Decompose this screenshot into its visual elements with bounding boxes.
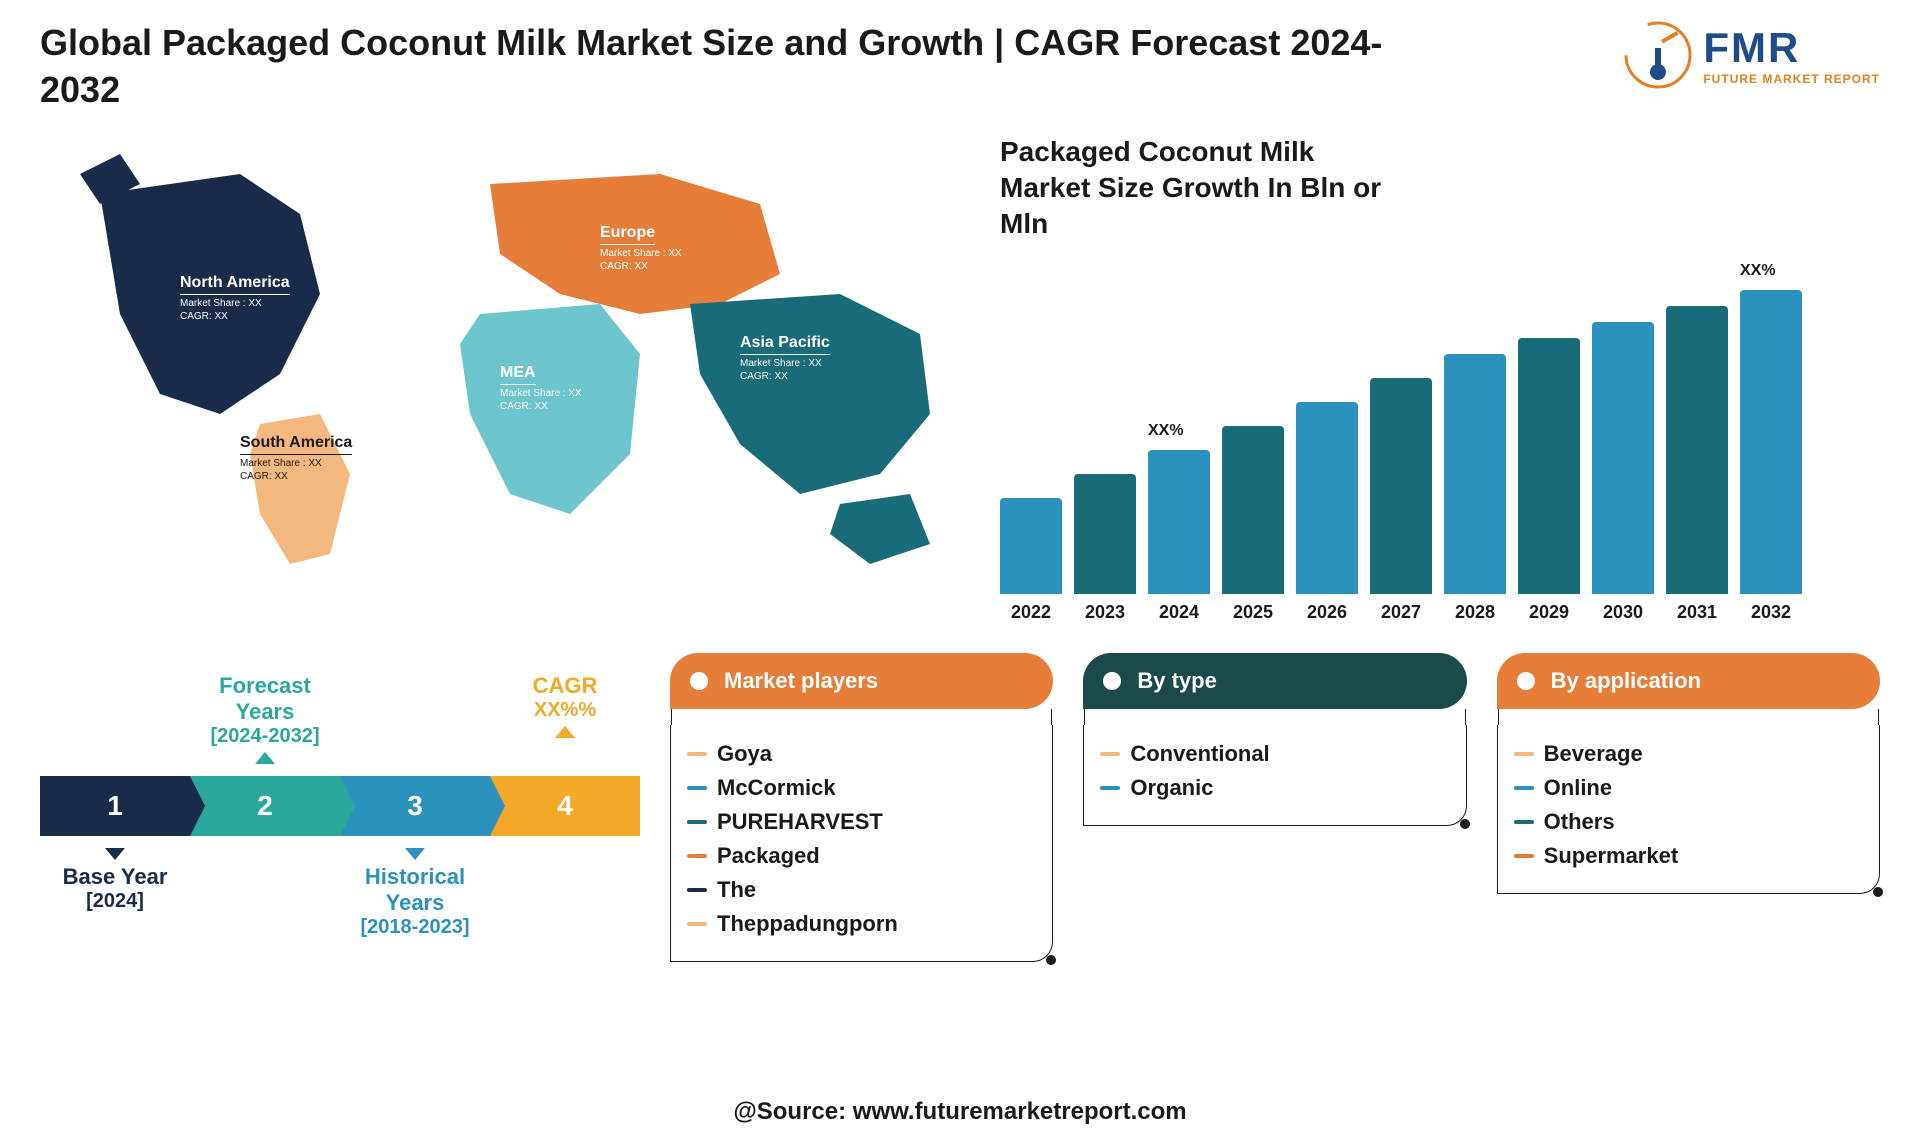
bar-2029: 2029 [1518,338,1580,623]
bar-2027: 2027 [1370,378,1432,623]
category-2: By application BeverageOnlineOthersSuperm… [1497,653,1880,962]
logo-main: FMR [1703,24,1880,72]
bar-2025: 2025 [1222,426,1284,623]
world-map: North America Market Share : XX CAGR: XX… [40,134,960,574]
timeline-seg-2: 2 [190,776,340,836]
list-item: Online [1514,771,1863,805]
category-pill: By application [1497,653,1880,709]
bar-chart: 20222023XX%20242025202620272028202920302… [1000,263,1880,623]
logo-sub: FUTURE MARKET REPORT [1703,72,1880,86]
list-item: Others [1514,805,1863,839]
list-item: Goya [687,737,1036,771]
bar-2032: XX%2032 [1740,290,1802,623]
logo: FMR FUTURE MARKET REPORT [1623,20,1880,90]
region-mea: MEA Market Share : XX CAGR: XX [500,364,582,413]
region-europe: Europe Market Share : XX CAGR: XX [600,224,682,273]
page-title: Global Packaged Coconut Milk Market Size… [40,20,1440,114]
header: Global Packaged Coconut Milk Market Size… [40,20,1880,114]
timeline-seg-4: 4 [490,776,640,836]
list-item: Beverage [1514,737,1863,771]
bar-2026: 2026 [1296,402,1358,623]
bar-2023: 2023 [1074,474,1136,623]
list-item: Theppadungporn [687,907,1036,941]
timeline-seg-3: 3 [340,776,490,836]
region-asia-pacific: Asia Pacific Market Share : XX CAGR: XX [740,334,830,383]
category-0: Market players GoyaMcCormickPUREHARVESTPa… [670,653,1053,962]
bar-2024: XX%2024 [1148,450,1210,623]
source-attribution: @Source: www.futuremarketreport.com [733,1098,1186,1126]
region-north-america: North America Market Share : XX CAGR: XX [180,274,290,323]
growth-chart: Packaged Coconut Milk Market Size Growth… [1000,134,1880,623]
list-item: Supermarket [1514,839,1863,873]
list-item: Packaged [687,839,1036,873]
bar-2028: 2028 [1444,354,1506,623]
list-item: Organic [1100,771,1449,805]
timeline-seg-1: 1 [40,776,190,836]
logo-icon [1623,20,1693,90]
chart-title: Packaged Coconut Milk Market Size Growth… [1000,134,1400,243]
bar-2031: 2031 [1666,306,1728,623]
category-pill: Market players [670,653,1053,709]
timeline: Forecast Years[2024-2032]CAGRXX%% 1234 B… [40,653,640,939]
list-item: PUREHARVEST [687,805,1036,839]
category-pill: By type [1083,653,1466,709]
bottom-section: Forecast Years[2024-2032]CAGRXX%% 1234 B… [40,653,1880,962]
list-item: Conventional [1100,737,1449,771]
top-section: North America Market Share : XX CAGR: XX… [40,134,1880,623]
bar-2030: 2030 [1592,322,1654,623]
list-item: The [687,873,1036,907]
list-item: McCormick [687,771,1036,805]
region-south-america: South America Market Share : XX CAGR: XX [240,434,352,483]
bar-2022: 2022 [1000,498,1062,623]
category-1: By type ConventionalOrganic [1083,653,1466,962]
